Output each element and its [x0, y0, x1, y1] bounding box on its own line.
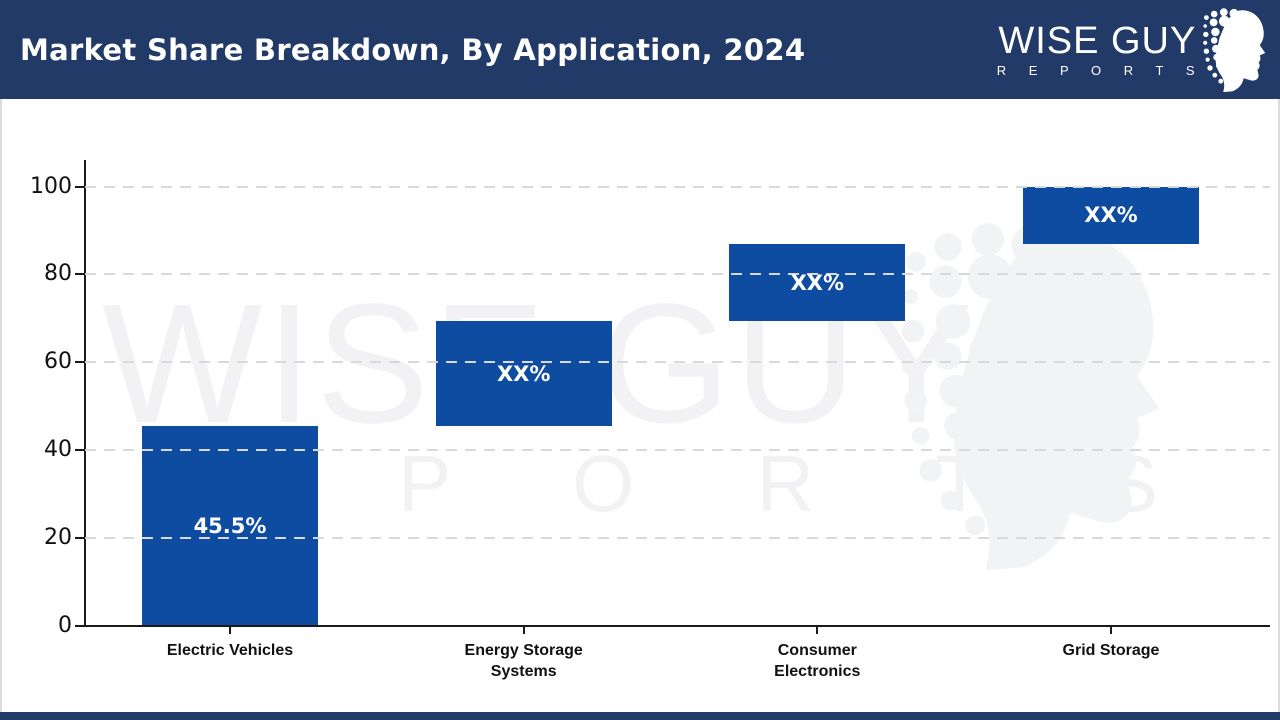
y-tick-40: [75, 449, 84, 452]
brand-name: WISE GUY: [998, 19, 1197, 62]
gridline-40: [85, 449, 1270, 452]
left-border: [0, 99, 2, 712]
header-bar: Market Share Breakdown, By Application, …: [0, 0, 1280, 99]
bar-grid-storage: [1023, 186, 1199, 244]
bar-energy-storage-systems: [435, 321, 612, 427]
y-tick-label-0: 0: [58, 613, 72, 638]
gridline-100: [85, 185, 1270, 188]
bar-label-grid-storage: XX%: [1084, 203, 1138, 228]
x-tick-electric-vehicles: [229, 626, 231, 634]
y-tick-label-20: 20: [44, 525, 72, 551]
brand-logo: WISE GUY R E P O R T S: [991, 7, 1270, 93]
y-tick-0: [75, 625, 84, 627]
brand-subtitle: R E P O R T S: [996, 62, 1204, 78]
y-tick-100: [75, 185, 84, 188]
category-label-energy-storage-systems: Energy Storage Systems: [464, 642, 583, 680]
y-tick-60: [75, 361, 84, 364]
x-tick-consumer-electronics: [816, 626, 819, 634]
x-tick-grid-storage: [1110, 626, 1112, 634]
gridline-80: [85, 273, 1270, 276]
bar-label-energy-storage-systems: XX%: [496, 361, 551, 386]
gridline-20: [85, 537, 1270, 540]
x-tick-energy-storage-systems: [522, 626, 525, 634]
y-tick-80: [75, 273, 84, 276]
y-axis-line: [84, 160, 86, 627]
right-border: [1278, 99, 1280, 712]
category-label-grid-storage: Grid Storage: [1062, 642, 1160, 659]
category-label-consumer-electronics: Consumer Electronics: [774, 642, 861, 680]
gridline-60: [85, 361, 1270, 364]
y-tick-label-40: 40: [44, 437, 72, 463]
brand-logo-text: WISE GUY R E P O R T S: [991, 22, 1204, 78]
page-title: Market Share Breakdown, By Application, …: [20, 32, 806, 67]
y-tick-label-60: 60: [44, 349, 72, 375]
y-tick-20: [75, 537, 84, 540]
y-tick-label-80: 80: [44, 261, 72, 287]
x-axis-line: [84, 625, 1270, 627]
brand-face-icon: [1203, 7, 1266, 92]
footer-bar: [0, 712, 1280, 720]
y-tick-label-100: 100: [30, 173, 72, 199]
bar-electric-vehicles: [142, 426, 318, 626]
category-label-electric-vehicles: Electric Vehicles: [166, 642, 294, 659]
bar-label-electric-vehicles: 45.5%: [193, 514, 267, 538]
bar-label-consumer-electronics: XX%: [790, 270, 845, 295]
bar-consumer-electronics: [729, 243, 906, 322]
